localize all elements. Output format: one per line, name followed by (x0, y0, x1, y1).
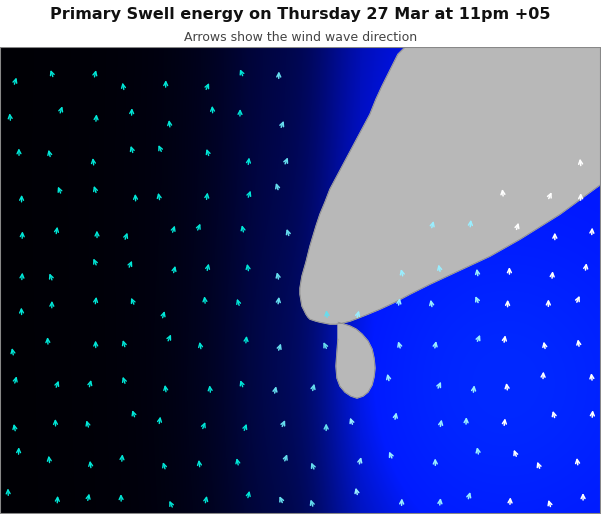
Polygon shape (300, 47, 601, 324)
Text: Primary Swell energy on Thursday 27 Mar at 11pm +05: Primary Swell energy on Thursday 27 Mar … (50, 7, 551, 22)
Text: Arrows show the wind wave direction: Arrows show the wind wave direction (184, 31, 417, 44)
Polygon shape (336, 322, 375, 398)
